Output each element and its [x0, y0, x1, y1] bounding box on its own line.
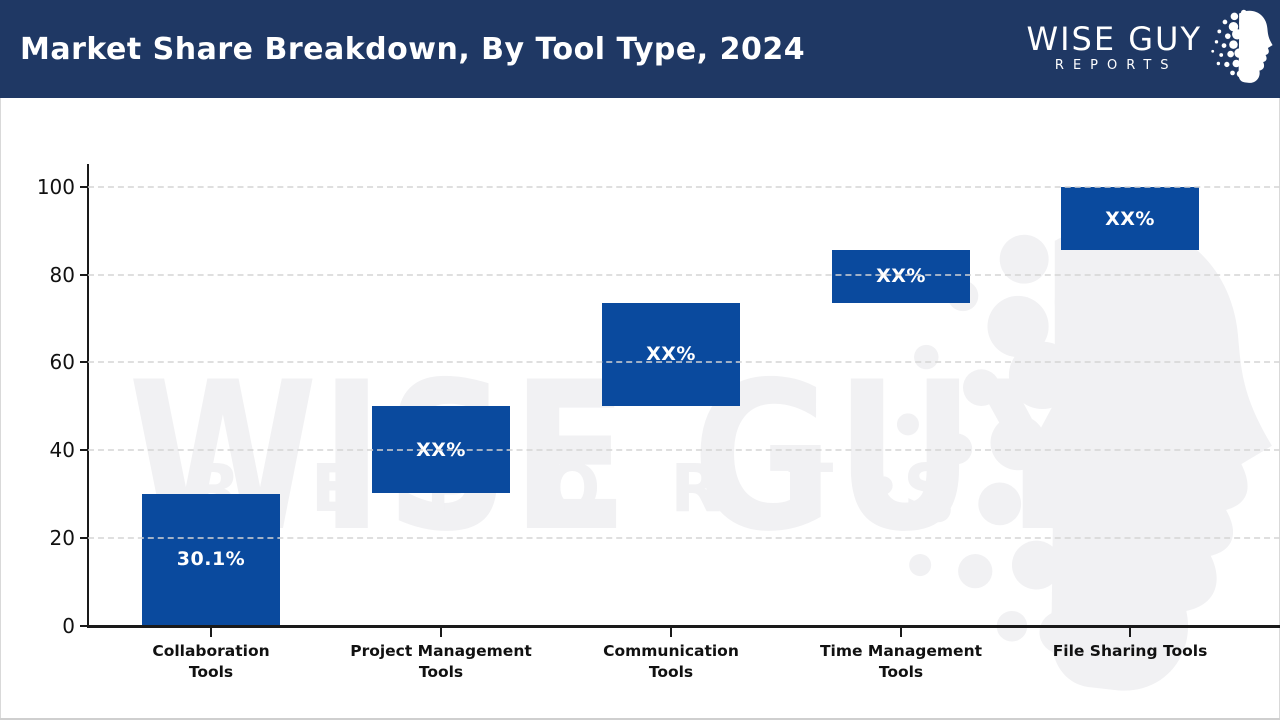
category-label-4: Time Management Tools [819, 642, 983, 681]
y-tick-100 [80, 186, 88, 188]
y-tick-label-100: 100 [36, 175, 75, 199]
page-border-bottom [0, 718, 1280, 720]
y-tick-label-0: 0 [62, 613, 75, 638]
x-tick-2 [440, 628, 442, 637]
gridline-100 [88, 186, 1280, 188]
y-tick-label-20: 20 [49, 525, 75, 550]
y-tick-0 [80, 624, 88, 627]
category-label-3: Communication Tools [603, 642, 739, 681]
gridline-20 [88, 536, 1280, 539]
logo-text: WISE GUY REPORTS [1026, 22, 1202, 73]
y-tick-label-60: 60 [49, 350, 75, 375]
header-bar: Market Share Breakdown, By Tool Type, 20… [0, 0, 1280, 98]
y-axis-line [87, 164, 89, 626]
x-tick-3 [670, 628, 672, 637]
x-tick-4 [900, 628, 902, 637]
gridline-60 [88, 361, 1280, 364]
page-title: Market Share Breakdown, By Tool Type, 20… [20, 31, 806, 67]
category-label-5: File Sharing Tools [1052, 642, 1208, 660]
category-label-1: Collaboration Tools [152, 642, 270, 681]
y-tick-label-40: 40 [49, 438, 75, 463]
gridline-80 [88, 273, 1280, 276]
wise-guy-logo: WISE GUY REPORTS [1026, 6, 1274, 88]
waterfall-chart: 0 20 40 60 80 100 30.1% Collaboration Tools XX% Pr… [0, 98, 1280, 720]
y-tick-80 [80, 273, 88, 276]
x-tick-1 [210, 628, 212, 637]
bar-file-sharing-tools: XX% [1061, 187, 1199, 251]
logo-subtitle: REPORTS [1054, 57, 1178, 73]
bar-communication-tools: XX% [602, 302, 740, 406]
logo-wordmark: WISE GUY [1026, 19, 1202, 58]
bar-value-label: XX% [646, 343, 696, 366]
bar-value-label: XX% [876, 265, 926, 288]
bar-time-management-tools: XX% [832, 250, 970, 303]
y-tick-40 [80, 449, 88, 452]
page-border-left [0, 98, 1, 720]
y-tick-60 [80, 361, 88, 364]
bar-value-label: XX% [1105, 207, 1155, 230]
x-tick-5 [1129, 628, 1131, 637]
y-tick-20 [80, 536, 88, 539]
logo-head-icon [1211, 9, 1273, 83]
x-axis-line [87, 625, 1280, 628]
category-label-2: Project Management Tools [350, 642, 532, 681]
bar-collaboration-tools: 30.1% [142, 493, 280, 626]
gridline-40 [88, 449, 1280, 452]
y-tick-label-80: 80 [49, 262, 75, 287]
bar-value-label: 30.1% [176, 548, 246, 571]
